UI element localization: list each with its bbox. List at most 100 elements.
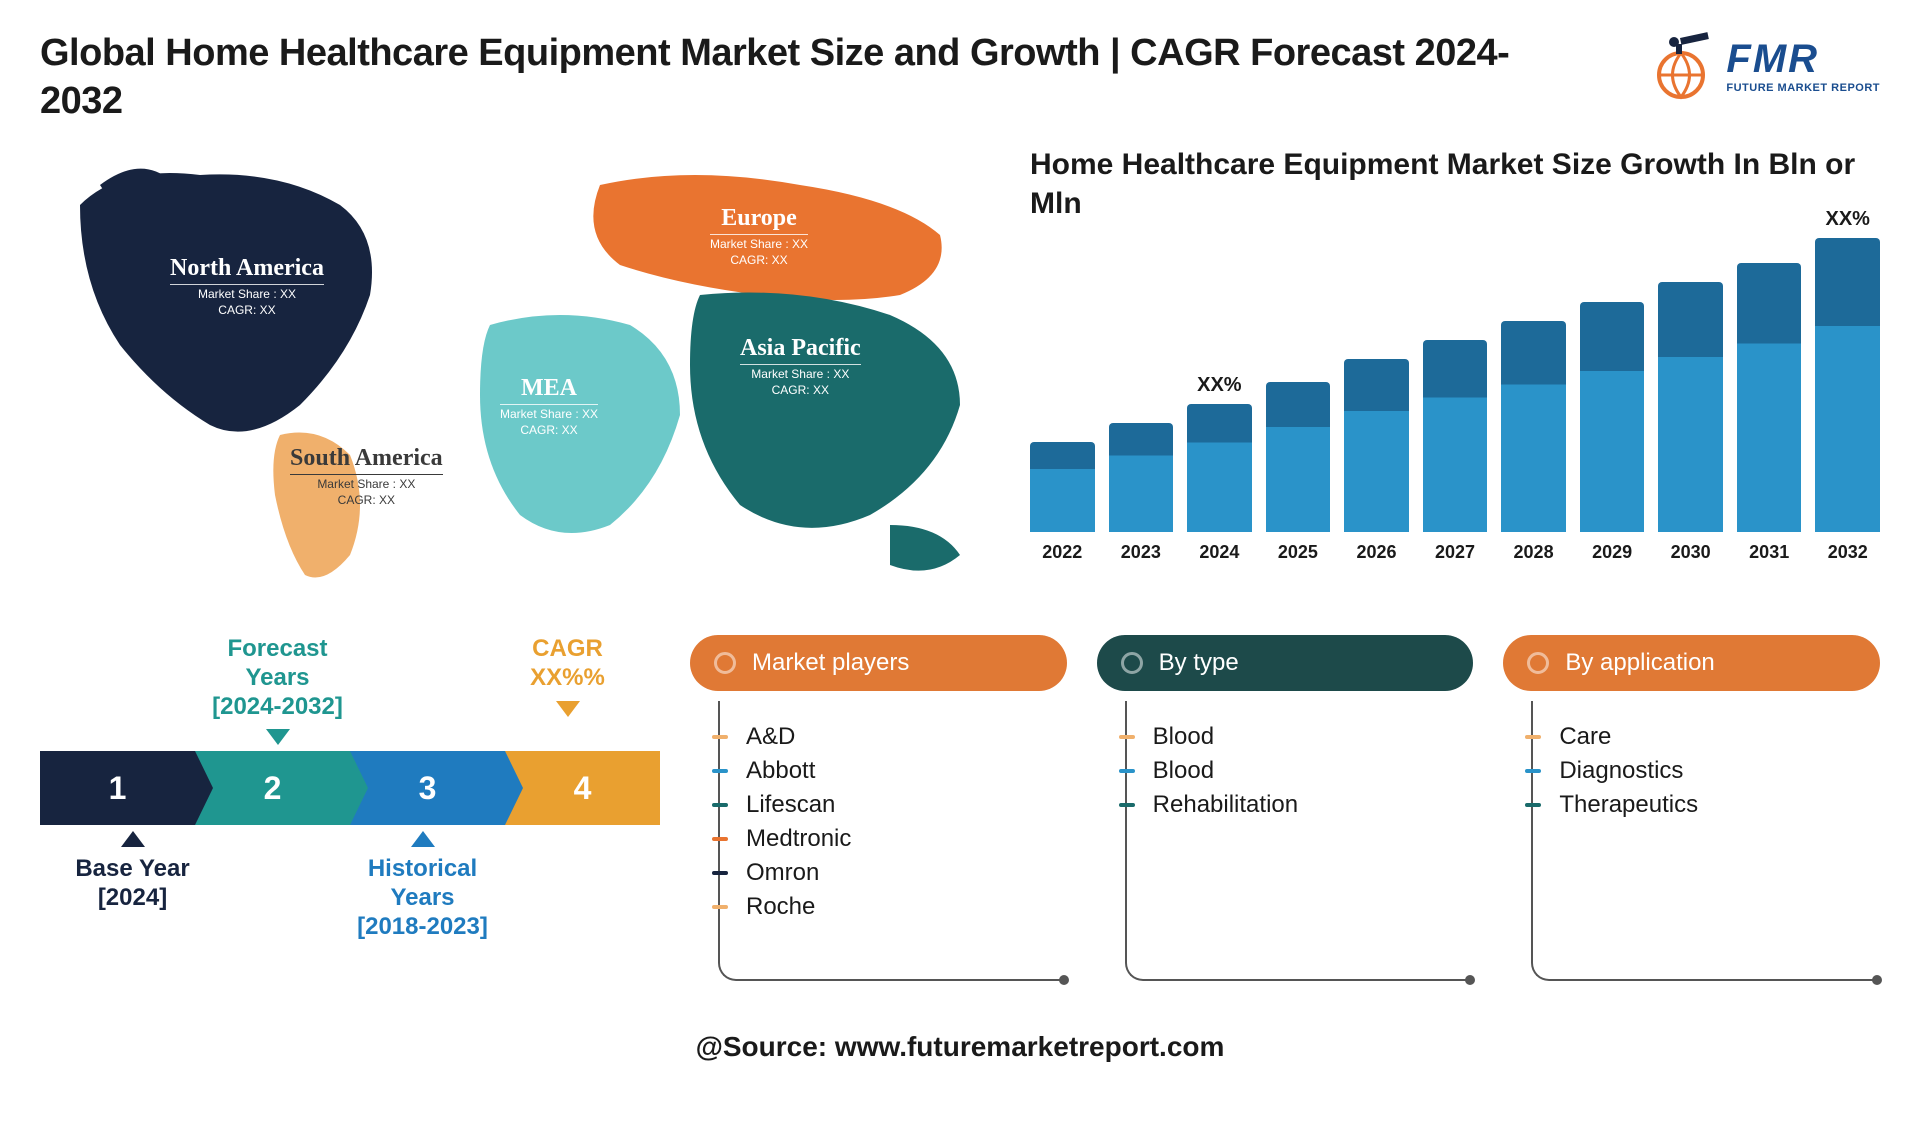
tick-icon [1525,803,1541,807]
bar-year-label: 2025 [1278,542,1318,563]
globe-telescope-icon [1646,30,1716,100]
category-item-label: A&D [746,723,795,751]
base-year-label: Base Year [60,855,205,884]
tick-icon [1525,769,1541,773]
category-item: Rehabilitation [1119,791,1474,819]
bar-rect [1580,302,1645,532]
bar-year-label: 2022 [1042,542,1082,563]
region-label-na: North America [170,255,324,285]
category-column: Market players A&D Abbott Lifescan Medtronic… [690,635,1067,981]
bar-rect [1187,404,1252,532]
historical-range: [2018-2023] [350,913,495,942]
timeline-seg-4: 4 [505,751,660,825]
timeline-seg-3: 3 [350,751,505,825]
bar-rect [1737,263,1802,532]
category-frame: Blood Blood Rehabilitation [1125,701,1474,981]
category-item-label: Blood [1153,757,1214,785]
tick-icon [712,837,728,841]
bar-2032: XX%2032 [1815,238,1880,563]
bar-year-label: 2032 [1828,542,1868,563]
category-item-label: Care [1559,723,1611,751]
tick-icon [712,735,728,739]
category-item-label: Rehabilitation [1153,791,1298,819]
bar-year-label: 2024 [1199,542,1239,563]
forecast-label: Forecast Years [205,635,350,693]
category-item: A&D [712,723,1067,751]
region-label-mea: MEA [500,375,598,405]
bar-year-label: 2028 [1514,542,1554,563]
category-item-label: Abbott [746,757,815,785]
timeline-seg-1: 1 [40,751,195,825]
bar-rect [1266,382,1331,532]
region-label-eu: Europe [710,205,808,235]
bar-rect [1815,238,1880,532]
bar-rect [1109,423,1174,532]
bar-2026: 2026 [1344,359,1409,563]
category-item-label: Lifescan [746,791,835,819]
category-item: Medtronic [712,825,1067,853]
bar-chart: Home Healthcare Equipment Market Size Gr… [1030,145,1880,585]
category-header: By type [1097,635,1474,691]
logo: FMR FUTURE MARKET REPORT [1646,30,1880,100]
cagr-value: XX%% [495,664,640,693]
category-item: Therapeutics [1525,791,1880,819]
category-item: Abbott [712,757,1067,785]
bar-rect [1030,442,1095,532]
bar-year-label: 2030 [1671,542,1711,563]
category-item: Blood [1119,723,1474,751]
category-header: By application [1503,635,1880,691]
category-item-label: Diagnostics [1559,757,1683,785]
bar-year-label: 2031 [1749,542,1789,563]
base-year-range: [2024] [60,884,205,913]
bar-2025: 2025 [1266,382,1331,563]
timeline: Forecast Years [2024-2032] CAGR XX%% 123… [40,635,660,942]
bar-2027: 2027 [1423,340,1488,563]
bar-pct-annotation: XX% [1197,374,1241,397]
category-frame: A&DAbbottLifescanMedtronicOmronRoche [718,701,1067,981]
bar-rect [1423,340,1488,532]
category-item-label: Omron [746,859,819,887]
tick-icon [712,905,728,909]
category-item: Diagnostics [1525,757,1880,785]
logo-sub-text: FUTURE MARKET REPORT [1726,82,1880,94]
tick-icon [1119,803,1135,807]
category-item-label: Blood [1153,723,1214,751]
bar-2030: 2030 [1658,282,1723,563]
bar-2028: 2028 [1501,321,1566,563]
bar-2031: 2031 [1737,263,1802,563]
tick-icon [712,803,728,807]
tick-icon [1119,735,1135,739]
cagr-label: CAGR [495,635,640,664]
category-item: Care [1525,723,1880,751]
world-map: North America Market Share : XX CAGR: XX… [40,145,990,585]
forecast-range: [2024-2032] [205,693,350,722]
logo-main-text: FMR [1726,37,1880,82]
category-item-label: Therapeutics [1559,791,1698,819]
bar-year-label: 2029 [1592,542,1632,563]
tick-icon [1525,735,1541,739]
bar-pct-annotation: XX% [1826,208,1870,231]
category-item: Blood [1119,757,1474,785]
bar-2024: XX%2024 [1187,404,1252,563]
category-column: By application Care Diagnostics Therapeutic… [1503,635,1880,981]
category-header: Market players [690,635,1067,691]
tick-icon [712,871,728,875]
bar-2029: 2029 [1580,302,1645,563]
bar-year-label: 2027 [1435,542,1475,563]
source-footer: @Source: www.futuremarketreport.com [40,1031,1880,1063]
timeline-seg-2: 2 [195,751,350,825]
category-column: By type Blood Blood Rehabilitation [1097,635,1474,981]
tick-icon [712,769,728,773]
bar-rect [1501,321,1566,532]
category-item: Omron [712,859,1067,887]
category-frame: Care Diagnostics Therapeutics [1531,701,1880,981]
bar-2022: 2022 [1030,442,1095,563]
category-item-label: Medtronic [746,825,851,853]
bar-2023: 2023 [1109,423,1174,563]
historical-label: Historical Years [350,855,495,913]
tick-icon [1119,769,1135,773]
bar-year-label: 2026 [1356,542,1396,563]
bar-rect [1344,359,1409,532]
category-item: Roche [712,893,1067,921]
region-label-ap: Asia Pacific [740,335,861,365]
